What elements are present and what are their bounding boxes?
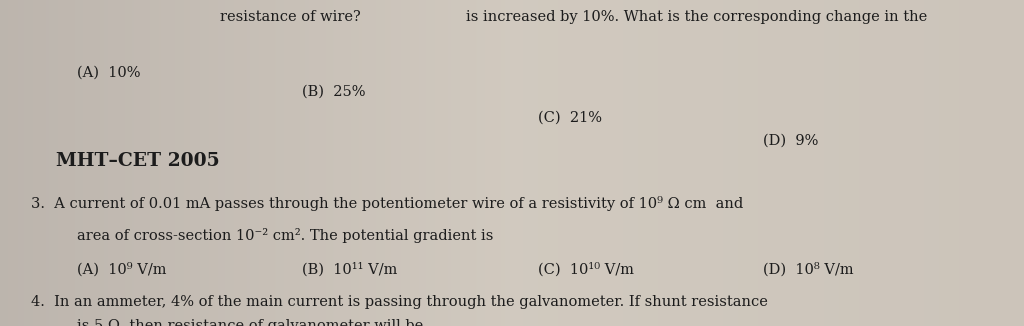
Text: 4.  In an ammeter, 4% of the main current is passing through the galvanometer. I: 4. In an ammeter, 4% of the main current…	[31, 295, 768, 309]
Text: (B)  10¹¹ V/m: (B) 10¹¹ V/m	[302, 262, 397, 277]
Text: is 5 Ω, then resistance of galvanometer will be: is 5 Ω, then resistance of galvanometer …	[77, 319, 423, 326]
Text: 3.  A current of 0.01 mA passes through the potentiometer wire of a resistivity : 3. A current of 0.01 mA passes through t…	[31, 196, 743, 211]
Text: (D)  10⁸ V/m: (D) 10⁸ V/m	[763, 262, 854, 277]
Text: area of cross-section 10⁻² cm². The potential gradient is: area of cross-section 10⁻² cm². The pote…	[77, 228, 494, 243]
Text: resistance of wire?: resistance of wire?	[220, 10, 360, 24]
Text: (A)  10%: (A) 10%	[77, 65, 140, 79]
Text: is increased by 10%. What is the corresponding change in the: is increased by 10%. What is the corresp…	[466, 10, 927, 24]
Text: (B)  25%: (B) 25%	[302, 85, 366, 99]
Text: (A)  10⁹ V/m: (A) 10⁹ V/m	[77, 262, 166, 277]
Text: (C)  10¹⁰ V/m: (C) 10¹⁰ V/m	[538, 262, 634, 277]
Text: (C)  21%: (C) 21%	[538, 111, 602, 125]
Text: MHT–CET 2005: MHT–CET 2005	[56, 152, 220, 170]
Text: (D)  9%: (D) 9%	[763, 134, 818, 148]
